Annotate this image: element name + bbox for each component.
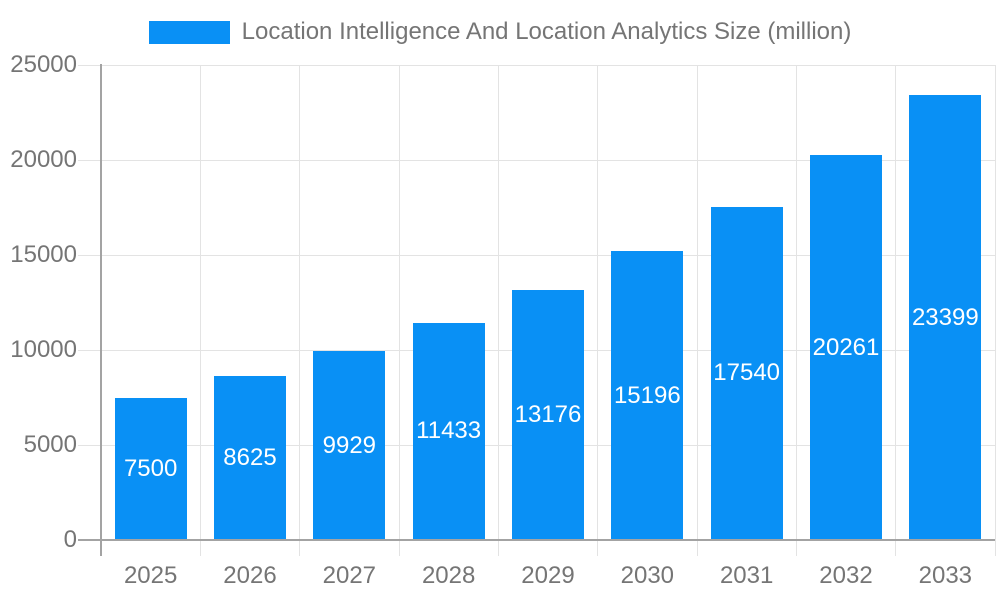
- y-axis-tick-label: 10000: [10, 336, 77, 363]
- x-gridline: [994, 65, 996, 556]
- x-axis-tick-label: 2031: [719, 562, 774, 589]
- x-axis-tick-label: 2030: [620, 562, 675, 589]
- y-axis-tick-label: 20000: [10, 146, 77, 173]
- bar-value-label: 7500: [123, 454, 178, 482]
- bar-2033[interactable]: [909, 95, 982, 540]
- y-gridline: [78, 64, 995, 66]
- y-axis-tick-label: 5000: [23, 431, 77, 458]
- x-axis-tick-label: 2032: [819, 562, 873, 589]
- y-gridline: [78, 159, 995, 161]
- bar-value-label: 20261: [812, 333, 880, 361]
- y-axis-tick-label: 25000: [10, 51, 77, 78]
- x-axis-tick-label: 2029: [521, 562, 575, 589]
- x-axis-tick-label: 2028: [421, 562, 476, 589]
- bar-value-label: 13176: [514, 400, 582, 428]
- bar-value-label: 15196: [613, 381, 681, 409]
- y-axis-tick-label: 15000: [10, 241, 77, 268]
- x-gridline: [895, 65, 897, 556]
- y-axis-tick-label: 0: [63, 526, 77, 553]
- x-gridline: [299, 65, 301, 556]
- x-gridline: [497, 65, 499, 556]
- x-gridline: [398, 65, 400, 556]
- x-axis-tick-label: 2027: [322, 562, 377, 589]
- y-axis-line: [100, 64, 102, 556]
- x-axis-line: [78, 539, 995, 541]
- y-gridline: [78, 254, 995, 256]
- x-axis-tick-label: 2026: [223, 562, 277, 589]
- x-gridline: [199, 65, 201, 556]
- bar-2026[interactable]: [214, 376, 286, 540]
- bar-value-label: 23399: [911, 303, 979, 331]
- x-axis-tick-label: 2025: [123, 562, 178, 589]
- bar-2029[interactable]: [512, 289, 584, 540]
- bar-2030[interactable]: [611, 251, 684, 540]
- bar-2032[interactable]: [810, 155, 882, 540]
- legend-series-label: Location Intelligence And Location Analy…: [241, 18, 852, 45]
- bar-2025[interactable]: [114, 397, 187, 540]
- legend[interactable]: Location Intelligence And Location Analy…: [0, 18, 1000, 45]
- x-gridline: [597, 65, 599, 556]
- bar-2028[interactable]: [412, 322, 485, 540]
- x-axis-tick-label: 2033: [918, 562, 973, 589]
- bar-value-label: 8625: [223, 444, 277, 472]
- x-gridline: [795, 65, 797, 556]
- bar-value-label: 11433: [416, 417, 482, 445]
- x-gridline: [696, 65, 698, 556]
- legend-swatch: [148, 20, 230, 44]
- bar-2031[interactable]: [710, 206, 783, 540]
- bar-2027[interactable]: [313, 351, 386, 540]
- bar-value-label: 9929: [322, 431, 377, 459]
- bar-value-label: 17540: [713, 359, 781, 387]
